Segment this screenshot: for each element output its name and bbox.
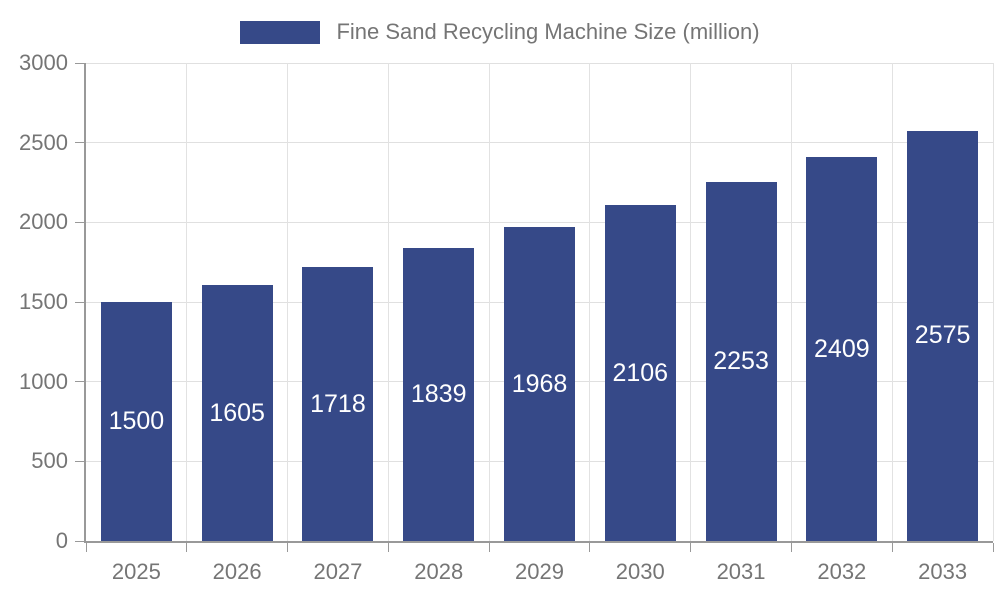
x-axis-tick <box>690 543 692 552</box>
y-axis-tick <box>75 221 84 223</box>
y-axis-label: 500 <box>31 448 68 474</box>
x-axis-label: 2032 <box>817 559 867 584</box>
x-axis-tick <box>387 543 389 552</box>
y-axis-label: 3000 <box>19 50 68 75</box>
x-axis-label: 2028 <box>414 559 464 584</box>
v-gridline <box>387 63 389 541</box>
y-axis-tick <box>75 62 84 64</box>
h-gridline <box>86 62 993 64</box>
bar-value-label: 1839 <box>410 379 467 408</box>
x-axis-tick <box>488 543 490 552</box>
y-axis-tick <box>75 142 84 144</box>
v-gridline <box>488 63 490 541</box>
x-axis-tick <box>992 543 994 552</box>
x-axis-tick <box>589 543 591 552</box>
bar[interactable]: 2575 <box>907 130 979 541</box>
bar-value-label: 1605 <box>209 398 265 427</box>
legend-label: Fine Sand Recycling Machine Size (millio… <box>336 19 760 44</box>
bar[interactable]: 2409 <box>806 157 878 541</box>
bar[interactable]: 2106 <box>604 205 676 541</box>
v-gridline <box>891 63 893 541</box>
bar-value-label: 2575 <box>914 321 971 350</box>
v-gridline <box>287 63 289 541</box>
bar-value-label: 1718 <box>310 389 366 418</box>
h-gridline <box>86 142 993 144</box>
x-axis-label: 2027 <box>313 559 363 584</box>
y-axis-label: 2000 <box>19 209 68 235</box>
y-axis-tick <box>75 540 84 542</box>
x-axis-tick <box>85 543 87 552</box>
x-axis-label: 2033 <box>918 559 968 584</box>
v-gridline <box>186 63 188 541</box>
plot-area: 0 500 1000 1500 2000 2500 3000 2025 2026 2027 2028… <box>19 50 994 584</box>
bar-value-label: 2106 <box>612 358 669 387</box>
bar-value-label: 2253 <box>713 347 769 375</box>
x-axis-label: 2031 <box>716 559 766 584</box>
y-axis-tick <box>75 381 84 383</box>
bar-value-label: 2409 <box>814 334 870 363</box>
y-axis-line <box>84 63 86 541</box>
x-axis-label: 2029 <box>515 559 564 584</box>
bar[interactable]: 1718 <box>302 267 374 541</box>
x-axis-tick <box>790 543 792 552</box>
v-gridline <box>589 63 591 541</box>
y-axis-label: 0 <box>55 528 68 553</box>
bar[interactable]: 2253 <box>705 182 777 541</box>
v-gridline <box>790 63 792 541</box>
legend-swatch <box>240 20 321 44</box>
x-axis-label: 2030 <box>615 559 665 584</box>
h-gridline <box>86 221 993 223</box>
x-axis-label: 2025 <box>111 559 161 584</box>
bar[interactable]: 1500 <box>100 302 172 541</box>
bar[interactable]: 1605 <box>201 285 273 541</box>
y-axis-tick <box>75 301 84 303</box>
x-axis-tick <box>186 543 188 552</box>
x-axis-tick <box>287 543 289 552</box>
bar[interactable]: 1968 <box>504 227 575 541</box>
v-gridline <box>690 63 692 541</box>
v-gridline <box>992 63 994 541</box>
bar-value-label: 1500 <box>108 407 165 435</box>
chart-legend[interactable]: Fine Sand Recycling Machine Size (millio… <box>0 19 1000 45</box>
x-axis-line <box>84 541 993 543</box>
y-axis-tick <box>75 460 84 462</box>
y-axis-label: 1500 <box>19 289 68 314</box>
x-axis-label: 2026 <box>212 559 262 584</box>
y-axis-label: 2500 <box>19 129 68 155</box>
y-axis-label: 1000 <box>19 368 68 394</box>
x-axis-tick <box>891 543 893 552</box>
bar[interactable]: 1839 <box>403 247 475 541</box>
bar-value-label: 1968 <box>511 369 568 398</box>
